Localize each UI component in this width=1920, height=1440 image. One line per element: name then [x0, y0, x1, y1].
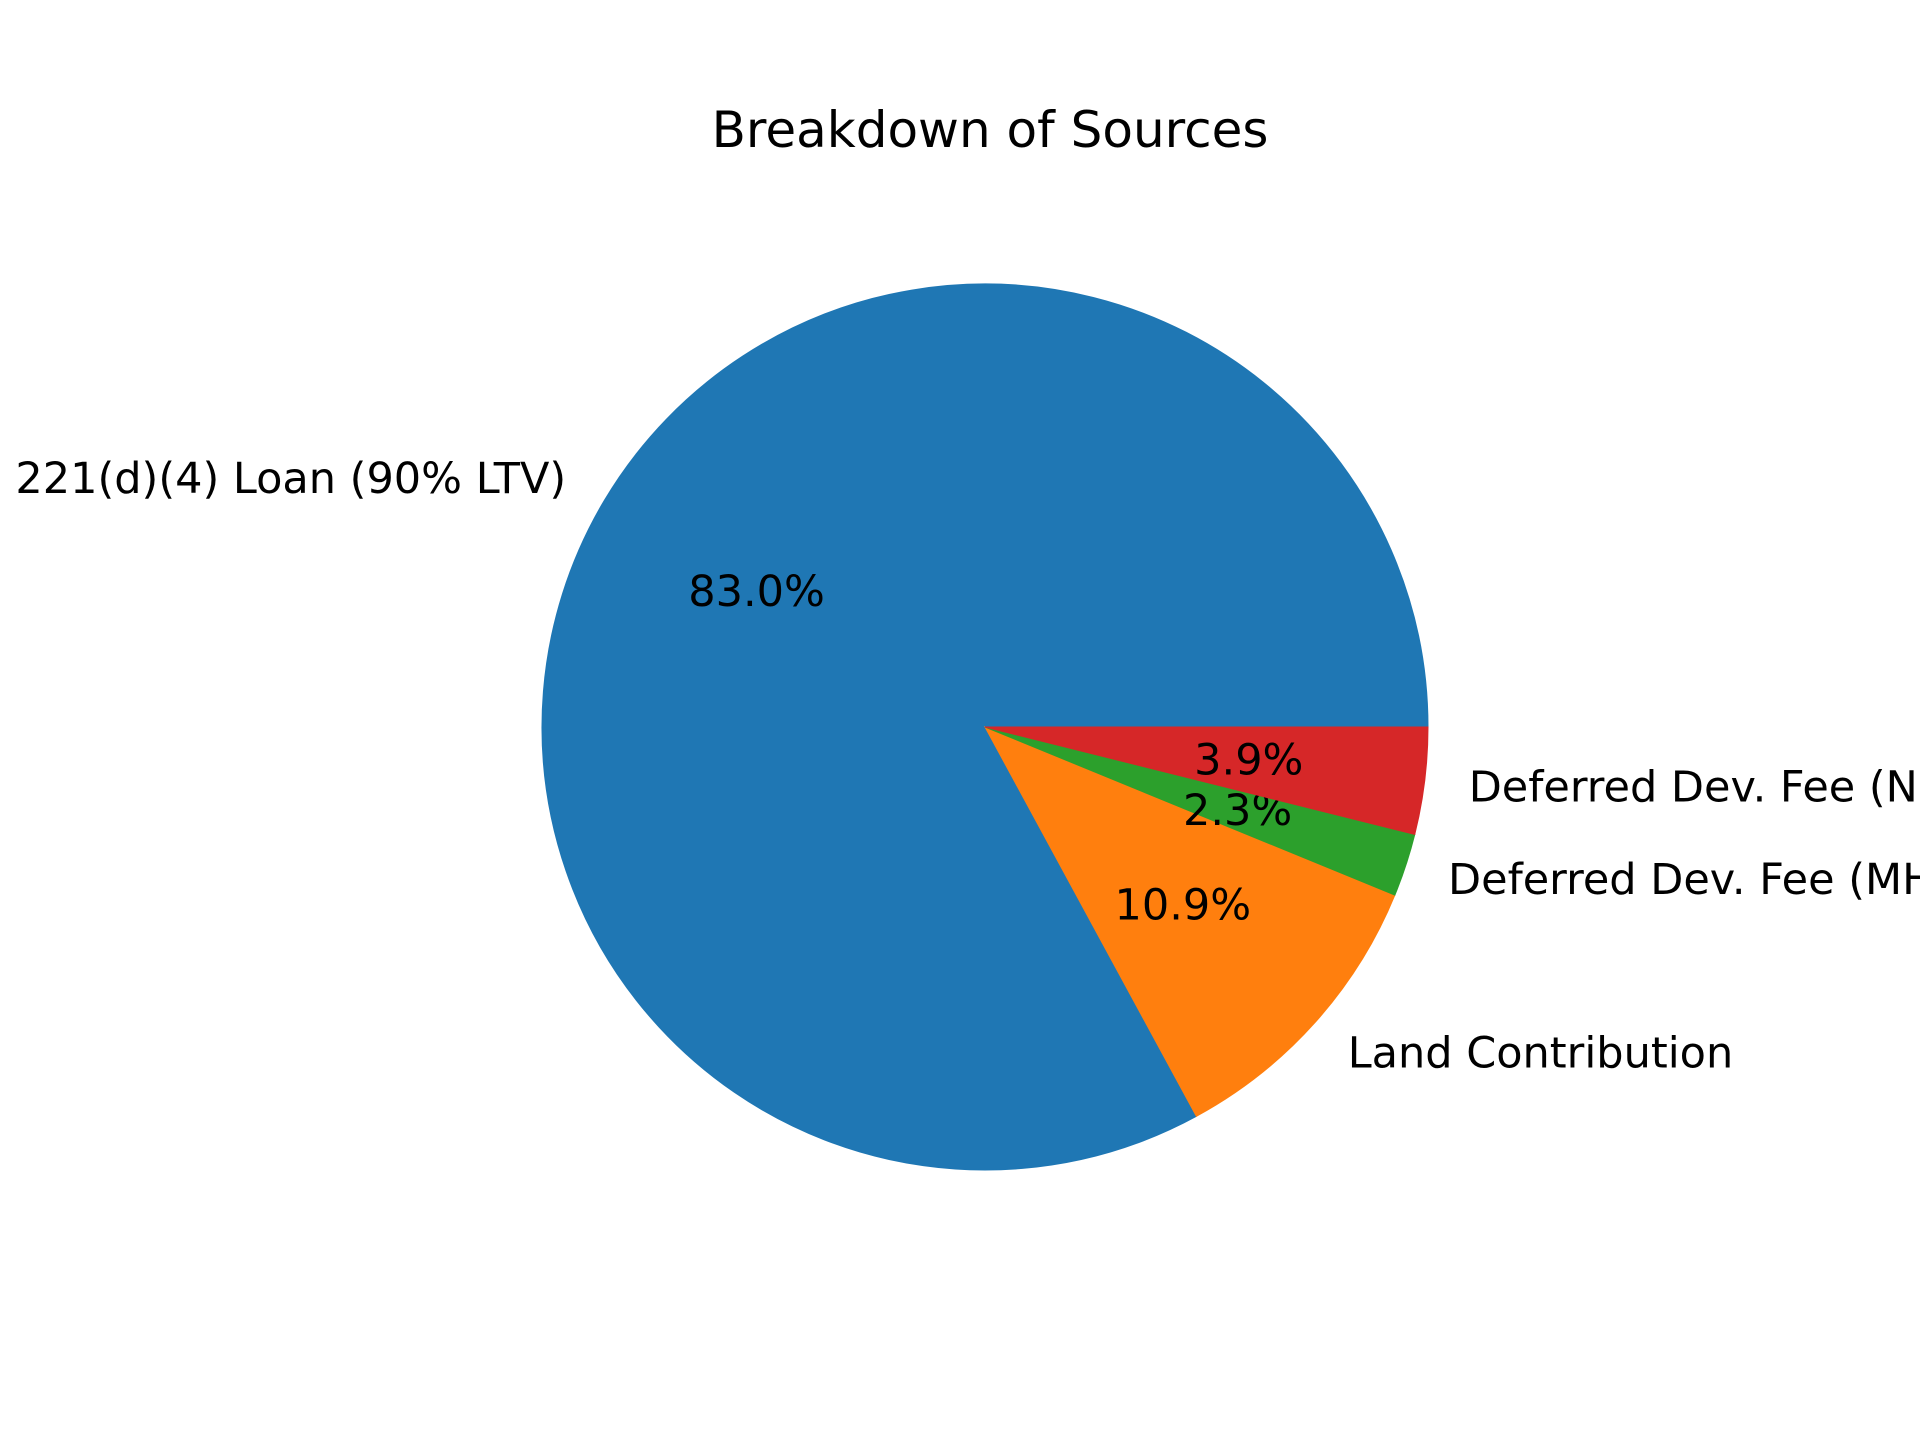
pct-label-hud-221-d-4-loan-90-ltv: 83.0%: [688, 567, 825, 617]
slice-label-deferred-dev-fee-mhdc: Deferred Dev. Fee (MHDC): [1448, 855, 1920, 905]
pct-label-land-contribution: 10.9%: [1114, 881, 1251, 931]
pct-label-deferred-dev-fee-non-mhdc: 3.9%: [1194, 736, 1303, 786]
slice-label-deferred-dev-fee-non-mhdc: Deferred Dev. Fee (Non-MHDC): [1469, 763, 1920, 813]
chart-title: Breakdown of Sources: [711, 101, 1269, 159]
slice-label-hud-221-d-4-loan-90-ltv: HUD 221(d)(4) Loan (90% LTV): [0, 454, 566, 504]
slice-label-land-contribution: Land Contribution: [1348, 1028, 1734, 1078]
pie-slice-land-contribution: [983, 726, 1396, 1117]
pie-slice-deferred-dev-fee-non-mhdc: [984, 726, 1429, 835]
